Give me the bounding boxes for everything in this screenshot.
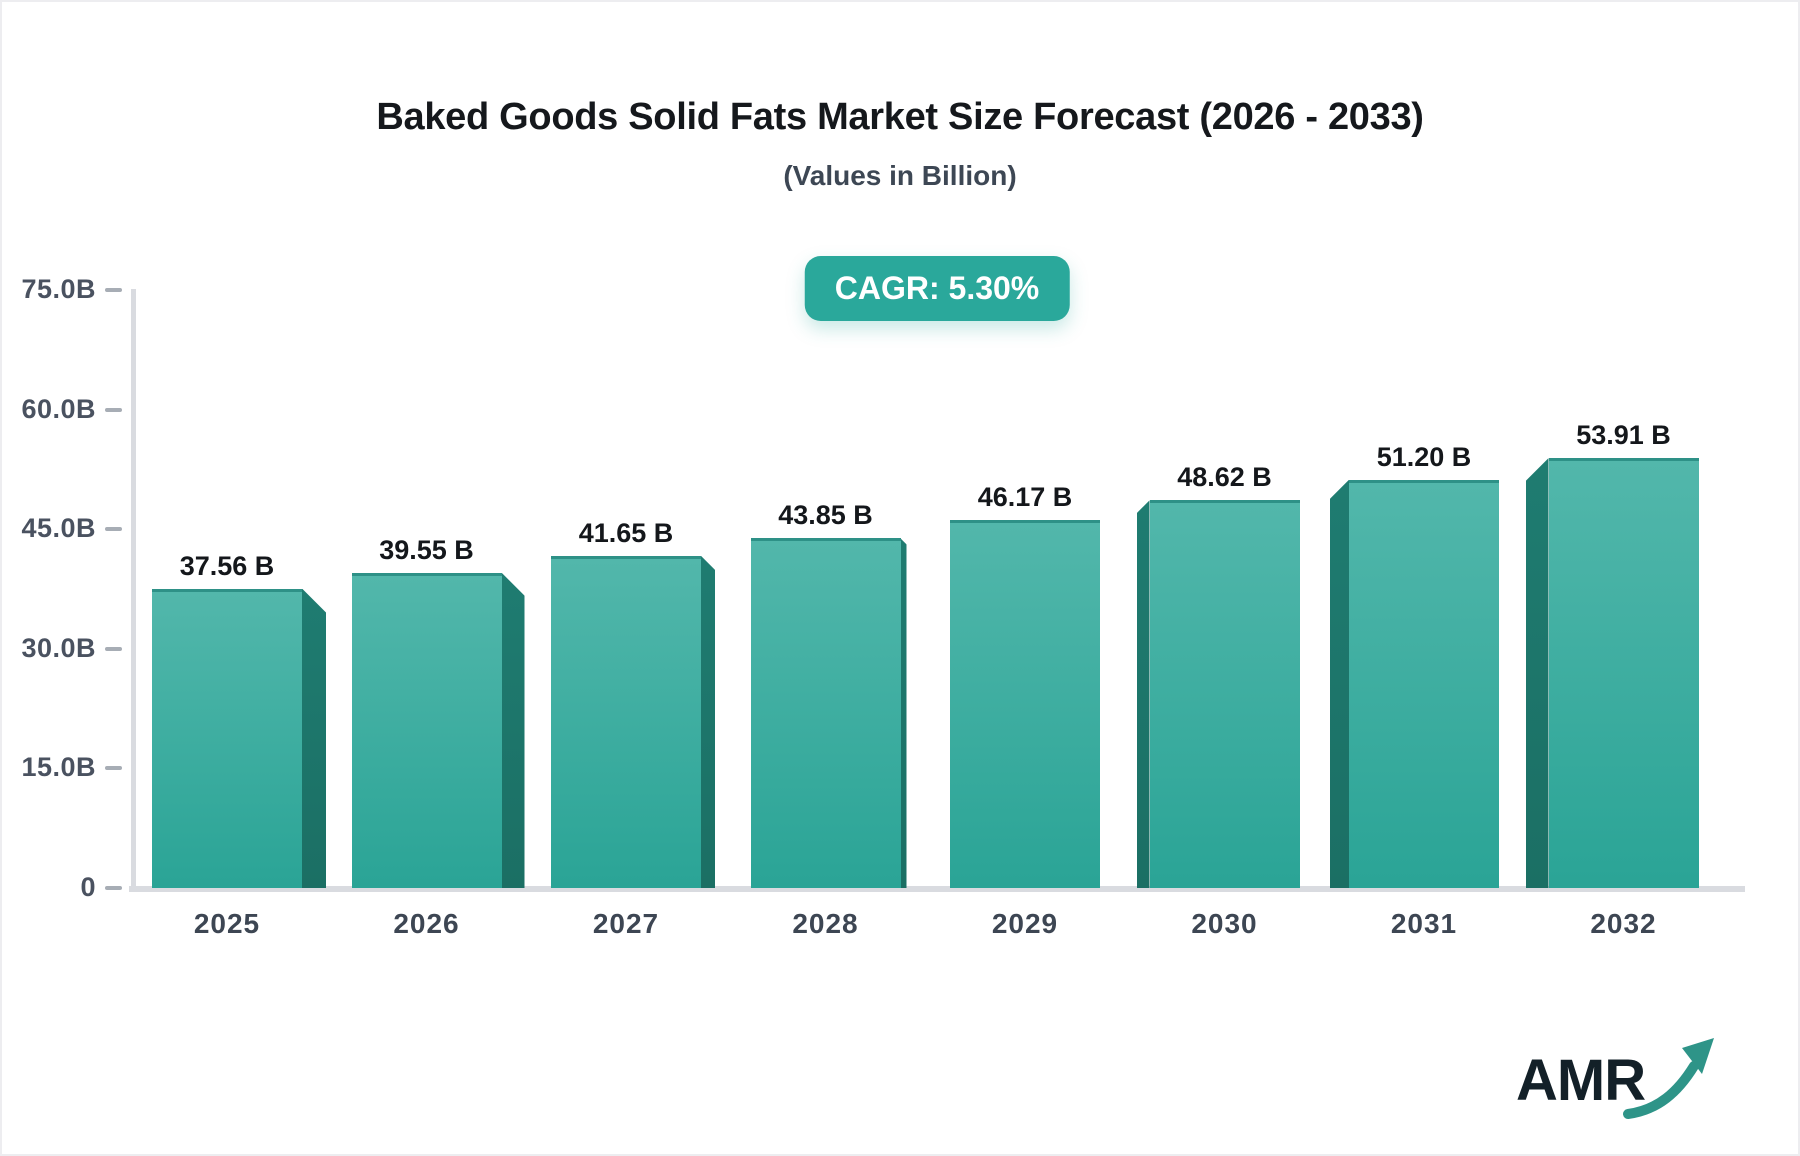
amr-logo: AMR — [1516, 1038, 1714, 1119]
y-axis-label: 30.0B — [21, 632, 96, 663]
bar[interactable] — [152, 588, 302, 888]
x-axis-label: 2028 — [792, 908, 859, 939]
bar-value-label: 43.85 B — [778, 500, 873, 531]
logo-arrow-curve — [1623, 1061, 1699, 1119]
y-axis-label: 75.0B — [21, 274, 96, 304]
y-axis-tick — [105, 886, 122, 890]
x-axis-label: 2025 — [193, 908, 261, 939]
y-axis-tick — [105, 766, 122, 771]
page-title: Baked Goods Solid Fats Market Size Forec… — [376, 96, 1424, 138]
x-axis-line — [129, 886, 1745, 892]
y-axis-tick — [105, 646, 122, 651]
bar[interactable] — [551, 555, 701, 888]
y-axis-label: 15.0B — [21, 752, 96, 783]
bar[interactable] — [1349, 479, 1499, 888]
bar-value-label: 48.62 B — [1177, 462, 1272, 493]
bar-side — [701, 555, 715, 888]
x-axis-label: 2027 — [592, 908, 660, 939]
bar-value-label: 53.91 B — [1576, 420, 1671, 451]
y-axis-tick — [105, 527, 122, 532]
x-axis-label: 2029 — [991, 908, 1059, 939]
x-axis-label: 2030 — [1191, 908, 1258, 939]
bar[interactable] — [950, 519, 1100, 888]
y-axis-label: 60.0B — [21, 393, 96, 424]
y-axis-line — [131, 289, 136, 889]
bar-side — [302, 588, 326, 888]
y-axis-label: 0 — [80, 872, 96, 902]
bar[interactable] — [351, 572, 502, 888]
bar-value-label: 51.20 B — [1376, 441, 1472, 472]
logo-text: AMR — [1516, 1048, 1645, 1113]
bar[interactable] — [1548, 458, 1699, 888]
bar-side — [900, 538, 907, 888]
bar-side — [1525, 458, 1549, 888]
x-axis-label: 2032 — [1590, 908, 1657, 939]
bar-value-label: 41.65 B — [578, 517, 674, 548]
bar[interactable] — [750, 538, 901, 888]
bar-side — [501, 572, 525, 888]
logo-arrow-head-icon — [1682, 1038, 1714, 1074]
chart-subtitle: (Values in Billion) — [783, 160, 1017, 191]
bar-side — [1330, 479, 1349, 888]
bar-value-label: 39.55 B — [379, 534, 474, 565]
cagr-badge: CAGR: 5.30% — [804, 256, 1070, 321]
y-axis-tick — [105, 407, 122, 412]
bar[interactable] — [1149, 500, 1300, 888]
bar-value-label: 37.56 B — [179, 550, 275, 581]
bar-side — [1136, 500, 1150, 888]
bar-value-label: 46.17 B — [977, 481, 1073, 512]
y-axis-tick — [105, 288, 122, 292]
y-axis-label: 45.0B — [21, 513, 96, 544]
x-axis-label: 2026 — [393, 908, 460, 939]
x-axis-label: 2031 — [1390, 908, 1458, 939]
